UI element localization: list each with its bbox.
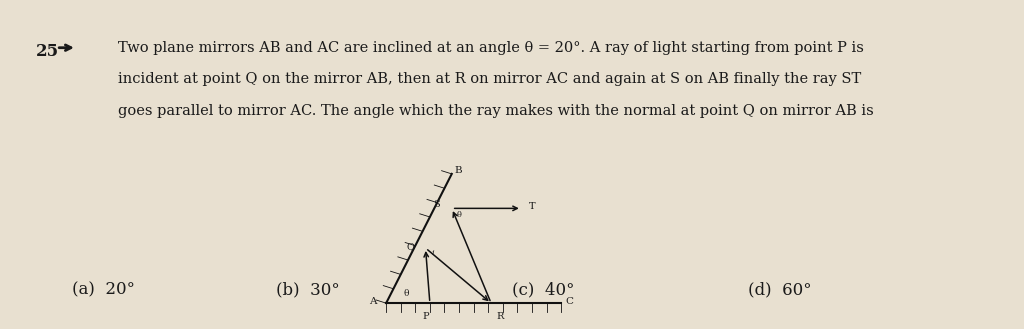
Text: C: C — [566, 297, 573, 306]
Text: S: S — [433, 200, 440, 210]
Text: θ: θ — [456, 211, 461, 219]
Text: A: A — [370, 297, 377, 306]
Text: T: T — [529, 202, 536, 211]
Text: (b)  30°: (b) 30° — [276, 281, 340, 298]
Text: θ: θ — [403, 289, 410, 298]
Text: goes parallel to mirror AC. The angle which the ray makes with the normal at poi: goes parallel to mirror AC. The angle wh… — [118, 104, 873, 118]
Text: B: B — [455, 166, 462, 175]
Text: (a)  20°: (a) 20° — [72, 281, 135, 298]
Text: Two plane mirrors AB and AC are inclined at an angle θ = 20°. A ray of light sta: Two plane mirrors AB and AC are inclined… — [118, 41, 863, 55]
Text: (d)  60°: (d) 60° — [748, 281, 811, 298]
Text: Q: Q — [407, 242, 414, 251]
Text: 25: 25 — [36, 43, 59, 60]
Text: incident at point Q on the mirror AB, then at R on mirror AC and again at S on A: incident at point Q on the mirror AB, th… — [118, 72, 861, 87]
Text: P: P — [422, 313, 429, 321]
Text: (c)  40°: (c) 40° — [512, 281, 574, 298]
Text: R: R — [497, 313, 504, 321]
Text: i: i — [432, 249, 435, 257]
